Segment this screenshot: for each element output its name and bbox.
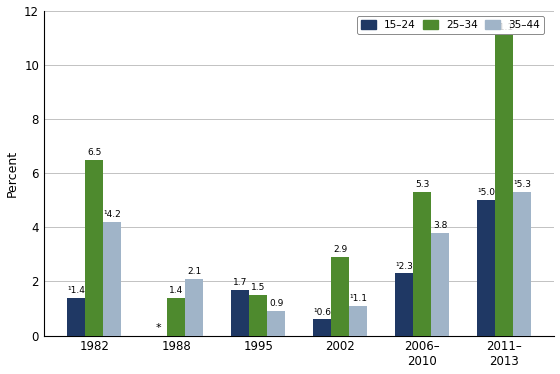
Bar xyxy=(413,192,431,335)
Text: ¹0.6: ¹0.6 xyxy=(313,308,331,317)
Text: ¹2.3: ¹2.3 xyxy=(395,261,413,270)
Bar xyxy=(313,319,331,335)
Text: ¹1.1: ¹1.1 xyxy=(349,294,367,303)
Text: 6.5: 6.5 xyxy=(87,148,101,157)
Text: 1.7: 1.7 xyxy=(233,278,248,287)
Legend: 15–24, 25–34, 35–44: 15–24, 25–34, 35–44 xyxy=(357,16,544,34)
Text: 1.4: 1.4 xyxy=(169,286,183,295)
Bar xyxy=(331,257,349,335)
Text: 5.3: 5.3 xyxy=(415,180,430,189)
Bar xyxy=(85,160,103,335)
Y-axis label: Percent: Percent xyxy=(6,150,18,197)
Text: 11.1: 11.1 xyxy=(494,23,514,32)
Bar xyxy=(349,306,367,335)
Bar xyxy=(67,298,85,335)
Bar xyxy=(395,273,413,335)
Bar xyxy=(477,200,495,335)
Bar xyxy=(167,298,185,335)
Bar xyxy=(249,295,267,335)
Text: 2.1: 2.1 xyxy=(187,267,202,276)
Bar xyxy=(231,289,249,335)
Bar xyxy=(495,35,513,335)
Text: *: * xyxy=(155,324,161,333)
Bar xyxy=(103,222,122,335)
Text: 1.5: 1.5 xyxy=(251,283,265,292)
Text: ¹4.2: ¹4.2 xyxy=(104,210,121,219)
Bar xyxy=(267,311,285,335)
Text: 3.8: 3.8 xyxy=(433,221,447,230)
Text: ¹1.4: ¹1.4 xyxy=(67,286,85,295)
Bar xyxy=(513,192,531,335)
Bar xyxy=(185,279,203,335)
Bar xyxy=(431,233,449,335)
Text: ¹5.0: ¹5.0 xyxy=(477,188,495,197)
Text: 0.9: 0.9 xyxy=(269,300,283,309)
Text: 2.9: 2.9 xyxy=(333,245,347,254)
Text: ¹5.3: ¹5.3 xyxy=(513,180,531,189)
